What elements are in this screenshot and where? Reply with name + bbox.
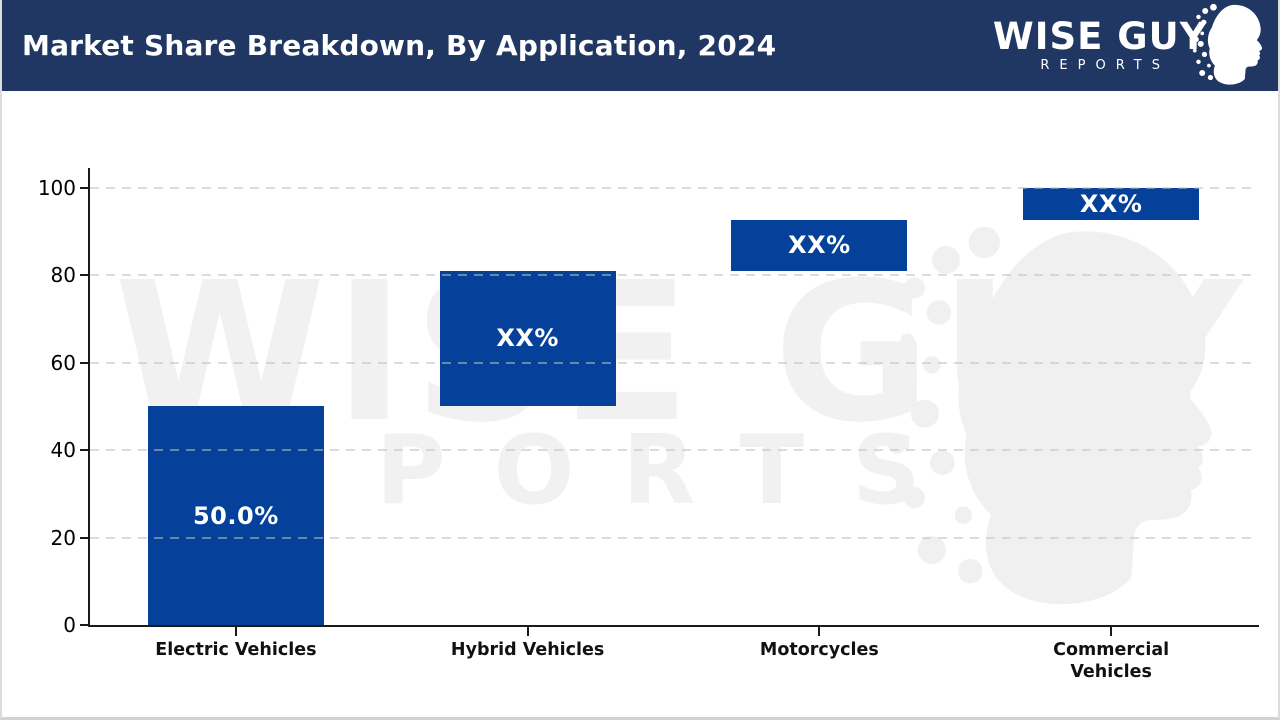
logo-face-icon bbox=[1193, 3, 1263, 85]
x-tick-mark bbox=[234, 627, 237, 636]
bar-value-label: 50.0% bbox=[192, 501, 279, 530]
bar-value-label: XX% bbox=[788, 231, 851, 260]
x-axis-line bbox=[88, 625, 1259, 627]
gridline bbox=[90, 536, 1257, 539]
bar: XX% bbox=[731, 220, 908, 271]
bar-value-label: XX% bbox=[496, 324, 559, 353]
y-tick-mark bbox=[80, 186, 88, 189]
bar: XX% bbox=[1023, 187, 1200, 221]
y-tick-label: 20 bbox=[50, 525, 76, 550]
gridline bbox=[90, 186, 1257, 189]
wise-guy-reports-logo: WISE GUY REPORTS bbox=[993, 3, 1270, 88]
gridline bbox=[90, 449, 1257, 451]
x-tick-label: Electric Vehicles bbox=[155, 640, 317, 660]
x-tick-label: Motorcycles bbox=[759, 640, 879, 660]
gridline bbox=[90, 274, 1257, 276]
header-bar: Market Share Breakdown, By Application, … bbox=[2, 0, 1278, 91]
x-tick-mark bbox=[818, 627, 821, 636]
chart-plot-area: 0 20 40 60 80 100 50.0% Electric Vehicles XX% Hyb… bbox=[2, 91, 1278, 717]
y-tick-label: 0 bbox=[63, 613, 76, 637]
x-tick-mark bbox=[526, 627, 529, 636]
y-tick-mark bbox=[80, 536, 88, 539]
y-tick-label: 80 bbox=[50, 263, 76, 287]
gridline bbox=[90, 361, 1257, 364]
x-tick-label: Hybrid Vehicles bbox=[450, 640, 605, 660]
x-tick-label: Commercial Vehicles bbox=[1053, 640, 1170, 682]
y-tick-label: 100 bbox=[37, 175, 76, 200]
bar: 50.0% bbox=[147, 406, 324, 625]
page-title: Market Share Breakdown, By Application, … bbox=[22, 29, 777, 62]
y-tick-mark bbox=[80, 449, 88, 451]
y-tick-mark bbox=[80, 361, 88, 364]
logo-subtext: REPORTS bbox=[1040, 58, 1170, 73]
bar: XX% bbox=[439, 270, 616, 407]
logo-text: WISE GUY REPORTS bbox=[993, 18, 1208, 73]
bar-value-label: XX% bbox=[1079, 189, 1143, 218]
watermark-face-icon bbox=[888, 226, 1212, 605]
y-axis-line bbox=[88, 168, 90, 627]
y-tick-mark bbox=[80, 274, 88, 276]
logo-wordmark: WISE GUY bbox=[992, 15, 1208, 58]
x-tick-mark bbox=[1110, 627, 1113, 636]
y-tick-mark bbox=[80, 624, 88, 626]
y-tick-label: 60 bbox=[50, 350, 76, 375]
y-tick-label: 40 bbox=[50, 438, 76, 462]
